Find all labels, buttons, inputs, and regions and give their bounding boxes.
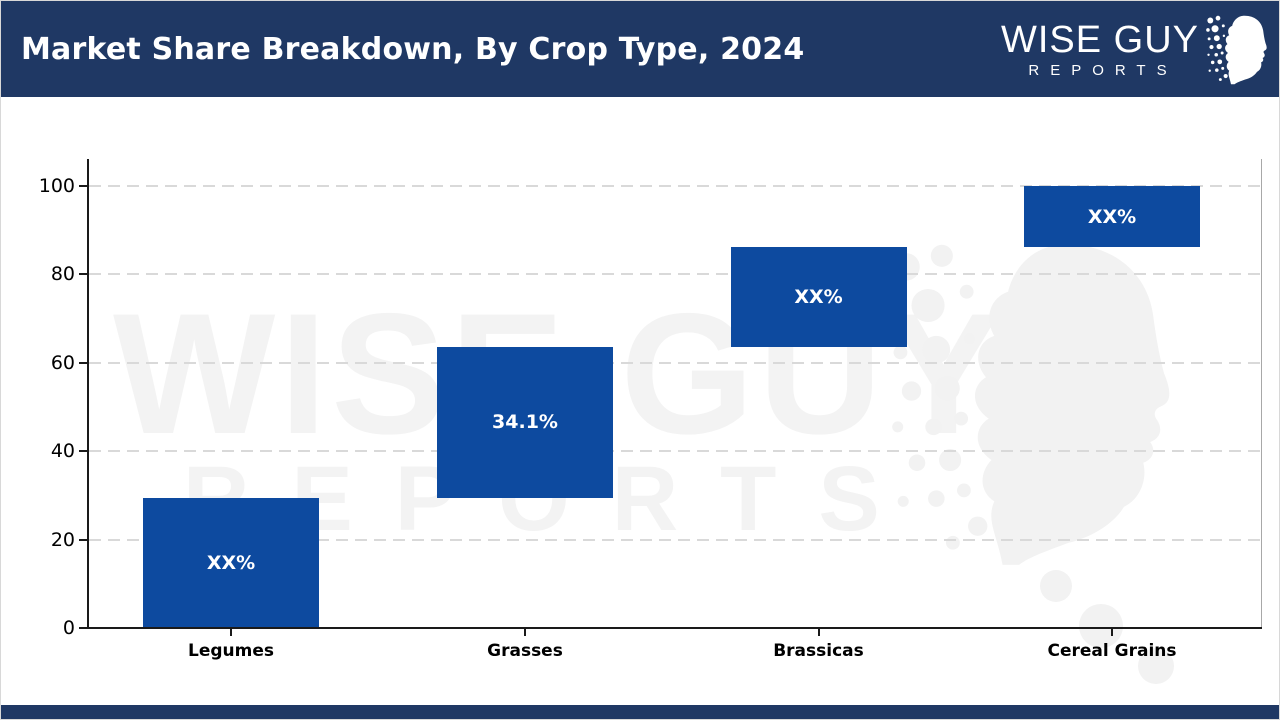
header-banner: Market Share Breakdown, By Crop Type, 20… [1,1,1279,97]
page-title: Market Share Breakdown, By Crop Type, 20… [21,31,805,67]
y-axis-tick [79,361,87,364]
logo-reports-label: REPORTS [1028,61,1178,79]
bar-legumes: XX% [143,497,319,628]
gridline-80 [89,273,1261,276]
category-label-legumes: Legumes [188,641,274,661]
gridline-40 [89,450,1261,453]
bar-grasses: 34.1% [437,346,613,498]
bar-cereal-grains: XX% [1024,186,1200,248]
y-tick-label: 100 [38,175,75,197]
y-axis-tick [79,185,87,187]
x-axis [87,627,1262,629]
y-tick-label: 0 [62,617,75,639]
category-label-cereal-grains: Cereal Grains [1047,641,1177,661]
y-tick-label: 60 [50,351,75,374]
x-axis-tick [524,629,526,636]
bar-value-label: XX% [794,286,843,309]
y-axis-tick [79,450,87,453]
category-label-grasses: Grasses [487,641,563,661]
y-tick-label: 80 [50,263,75,286]
gridline-20 [89,538,1261,541]
x-axis-tick [817,629,820,636]
y-axis-tick [79,627,87,629]
brand-logo-text: WISE GUY REPORTS [1001,21,1199,78]
footer-bar [1,705,1279,719]
bar-value-label: 34.1% [492,411,558,434]
right-spine [1261,159,1262,629]
brand-logo: WISE GUY REPORTS [1001,6,1267,92]
watermark-head-profile-icon [881,231,1171,569]
y-tick-label: 40 [50,440,75,463]
logo-wordmark: WISE GUY [1000,18,1199,61]
bar-value-label: XX% [206,551,256,574]
bar-value-label: XX% [1087,205,1137,228]
watermark-dot [1079,604,1123,648]
gridline-60 [89,361,1261,364]
y-axis [87,159,89,629]
watermark-dot [1138,648,1174,684]
y-axis-tick [79,538,87,541]
category-label-brassicas: Brassicas [773,641,864,661]
bar-brassicas: XX% [730,247,907,347]
y-axis-tick [79,273,87,276]
x-axis-tick [1111,629,1113,636]
gridline-100 [89,185,1261,187]
watermark-dot [1040,570,1072,602]
x-axis-tick [230,629,232,636]
y-tick-label: 20 [50,528,75,551]
